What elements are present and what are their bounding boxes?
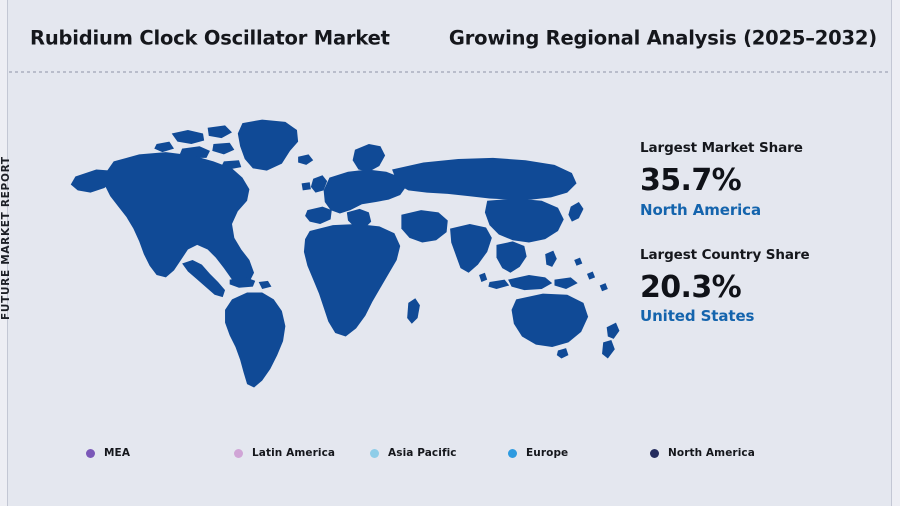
madagascar-shape — [407, 298, 420, 324]
new-zealand-shape — [602, 322, 620, 359]
legend-label: Latin America — [252, 447, 336, 459]
scandinavia-shape — [352, 143, 386, 172]
legend-label: MEA — [104, 447, 131, 459]
brand-watermark: FUTURE MARKET REPORT — [0, 156, 12, 320]
map-legend: MEA Latin America Asia Pacific Europe No… — [86, 447, 786, 467]
middle-east-shape — [401, 210, 448, 243]
japan-shape — [568, 201, 584, 222]
europe-shape — [323, 169, 406, 214]
header-divider — [9, 71, 891, 73]
alaska-shape — [70, 169, 114, 193]
indonesia-shape — [488, 275, 578, 291]
legend-dot-icon — [86, 448, 95, 458]
south-asia-shape — [450, 224, 492, 273]
greenland-shape — [237, 119, 299, 171]
legend-item-asia-pacific: Asia Pacific — [370, 447, 457, 459]
arctic-islands-shape — [154, 125, 242, 172]
british-isles-shape — [301, 175, 328, 193]
legend-label: North America — [668, 447, 755, 459]
legend-dot-icon — [650, 448, 659, 458]
southeast-asia-shape — [496, 241, 527, 273]
australia-shape — [511, 293, 589, 347]
iceland-shape — [298, 154, 314, 165]
legend-dot-icon — [370, 448, 379, 458]
stat-label: Largest Country Share — [640, 246, 810, 263]
legend-item-europe: Europe — [508, 447, 568, 459]
stat-value: 35.7% — [640, 163, 742, 198]
left-margin — [0, 0, 7, 506]
page-title: Rubidium Clock Oscillator Market — [30, 26, 390, 50]
legend-label: Europe — [526, 447, 569, 459]
legend-label: Asia Pacific — [388, 447, 457, 459]
caribbean-shape — [229, 277, 272, 289]
mediterranean-europe-shape — [346, 208, 372, 229]
legend-item-mea: MEA — [86, 447, 130, 459]
header: Rubidium Clock Oscillator Market Growing… — [9, 0, 891, 72]
east-asia-shape — [484, 198, 564, 243]
legend-dot-icon — [234, 448, 243, 458]
right-frame-line — [891, 0, 892, 506]
header-subtitle: Growing Regional Analysis (2025–2032) — [448, 26, 877, 50]
right-margin — [892, 0, 900, 506]
north-america-shape — [104, 152, 255, 286]
sri-lanka-shape — [479, 272, 488, 282]
map-landmasses — [70, 119, 620, 388]
africa-shape — [303, 224, 401, 337]
legend-item-latin-america: Latin America — [234, 447, 335, 459]
south-america-shape — [225, 292, 286, 388]
legend-dot-icon — [508, 448, 517, 458]
pacific-islands-shape — [574, 257, 608, 292]
world-map — [58, 88, 638, 418]
tasmania-shape — [556, 348, 569, 359]
world-map-svg — [70, 119, 620, 388]
north-asia-shape — [392, 157, 577, 200]
stat-label: Largest Market Share — [640, 140, 803, 156]
central-america-shape — [182, 259, 226, 298]
stats-panel: Largest Market Share 35.7% North America… — [640, 140, 885, 353]
stat-region: North America — [640, 200, 761, 219]
legend-item-north-america: North America — [650, 447, 755, 459]
stat-largest-country-share: Largest Country Share 20.3% United State… — [640, 247, 885, 326]
stat-region: United States — [640, 307, 755, 325]
left-frame-line — [7, 0, 8, 506]
stat-largest-market-share: Largest Market Share 35.7% North America — [640, 140, 885, 219]
philippines-shape — [545, 250, 557, 267]
iberia-shape — [305, 206, 332, 224]
stat-value: 20.3% — [640, 269, 742, 305]
